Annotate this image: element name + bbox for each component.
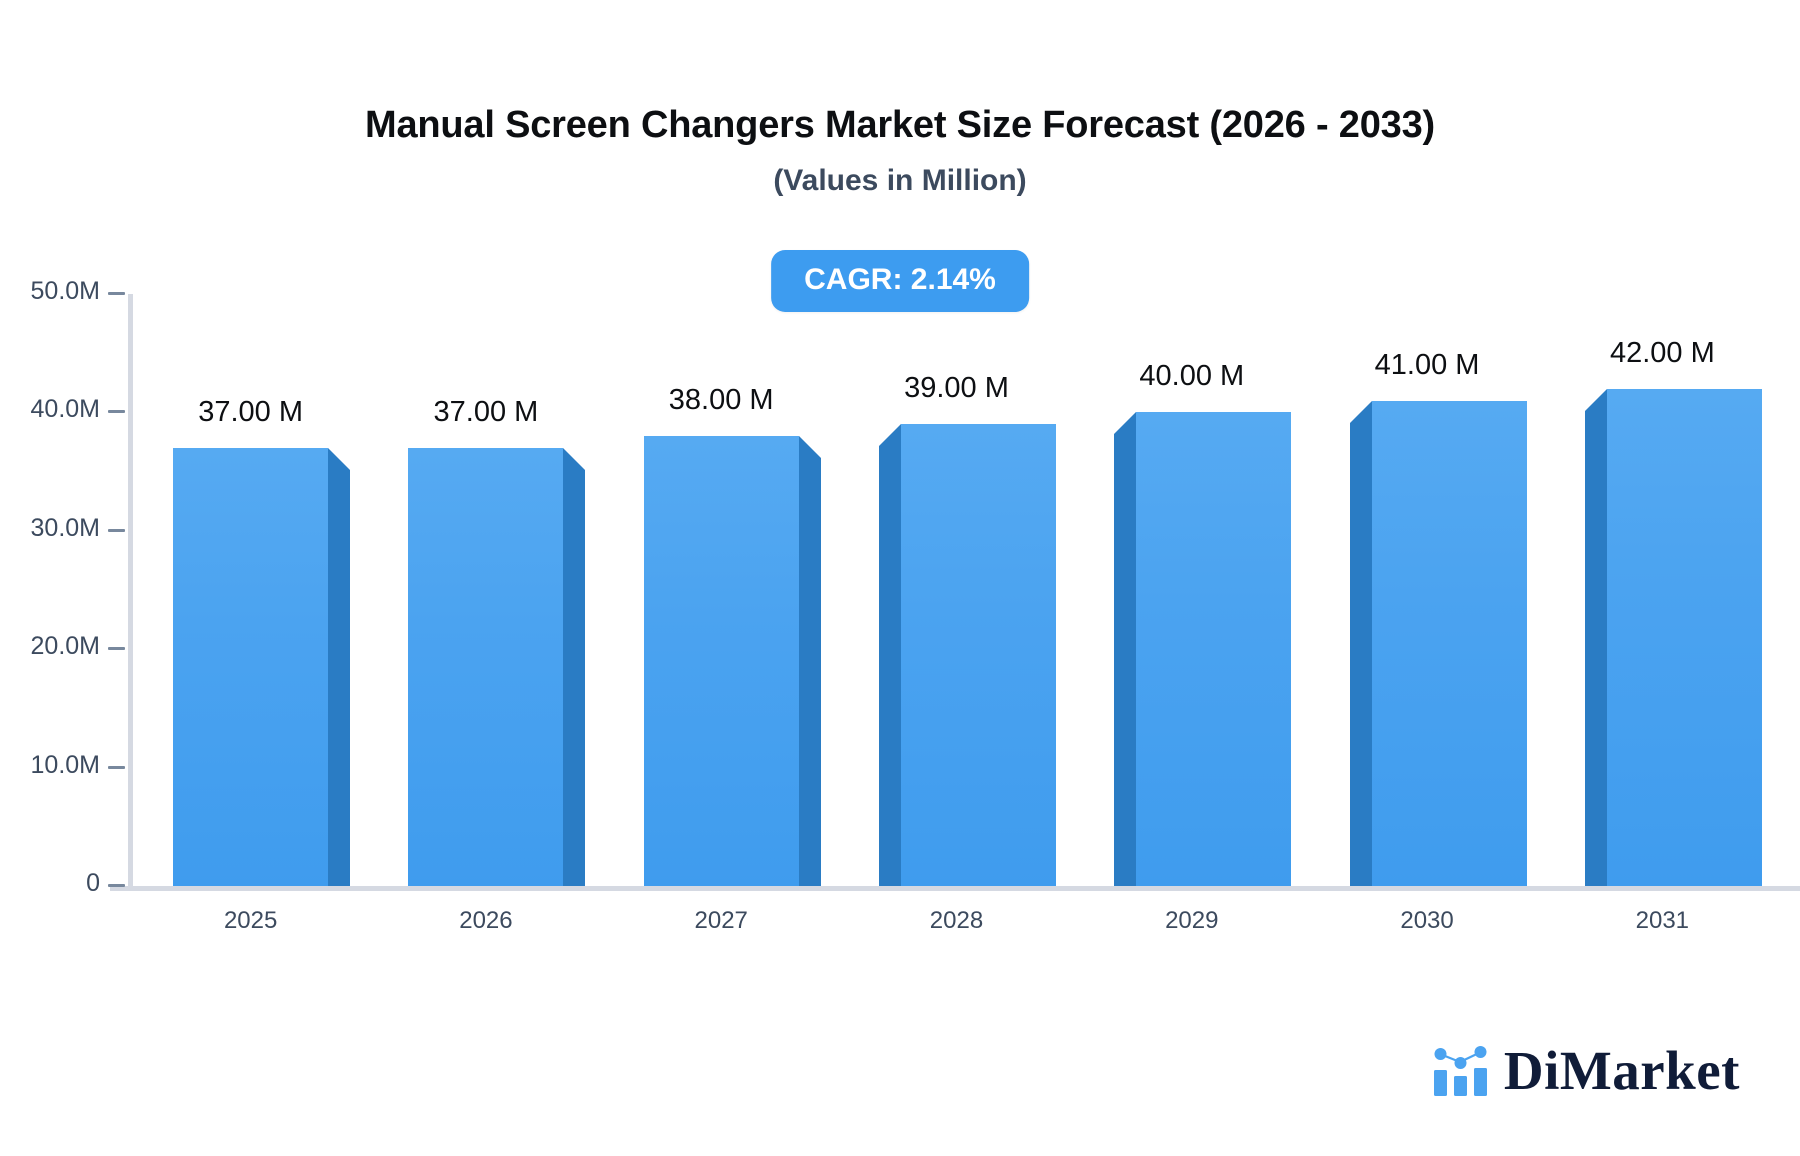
- y-axis-tick-label: 40.0M: [30, 395, 100, 424]
- bar-2028[interactable]: [879, 424, 1056, 886]
- y-axis-tick-label: 10.0M: [30, 750, 100, 779]
- bar-front-face: [1136, 412, 1292, 886]
- x-axis-tick-label-2027: 2027: [694, 907, 748, 934]
- bar-value-label: 41.00 M: [1374, 348, 1480, 381]
- bar-2031[interactable]: [1584, 388, 1762, 886]
- bar-top-bevel: [1584, 388, 1607, 411]
- logo-text: DiMarket: [1503, 1040, 1740, 1101]
- bar-side-face: [1114, 434, 1137, 886]
- bar-value-label: 40.00 M: [1139, 360, 1245, 393]
- bar-top-bevel: [563, 447, 586, 470]
- bar-value-label: 39.00 M: [904, 372, 1009, 405]
- x-axis-line: [110, 886, 1800, 891]
- bar-2027[interactable]: [643, 436, 821, 886]
- x-axis-tick-label-2025: 2025: [223, 907, 278, 934]
- bar-top-bevel: [1349, 400, 1372, 423]
- bar-top-bevel: [1114, 412, 1137, 435]
- bar-top-bevel: [798, 436, 821, 459]
- bar-chart-logo-icon: [1433, 1045, 1487, 1096]
- bar-2026[interactable]: [408, 447, 586, 886]
- x-axis-tick-label-2028: 2028: [929, 907, 984, 934]
- y-axis-tick-mark: [108, 292, 125, 295]
- bar-front-face: [1371, 400, 1527, 886]
- bar-2029[interactable]: [1114, 412, 1292, 886]
- plot-area: 0 10.0M 20.0M 30.0M 40.0M 50.0M 37.00 M 37.00 …: [30, 277, 1800, 934]
- y-axis-tick-mark: [108, 765, 125, 769]
- bar-top-bevel: [879, 424, 901, 447]
- y-axis-tick-label: 50.0M: [30, 277, 100, 305]
- bar-side-face: [563, 469, 586, 886]
- x-axis-tick-label-2026: 2026: [459, 907, 513, 934]
- y-axis-tick-mark: [108, 528, 125, 532]
- bar-value-label: 37.00 M: [433, 395, 539, 428]
- bar-front-face: [408, 447, 564, 886]
- bar-2025[interactable]: [173, 447, 351, 886]
- bar-2030[interactable]: [1349, 400, 1527, 886]
- bar-value-label: 42.00 M: [1609, 336, 1715, 369]
- x-axis-tick-label-2030: 2030: [1400, 907, 1454, 934]
- y-axis-tick-label: 0: [86, 869, 100, 897]
- bar-side-face: [1349, 422, 1372, 886]
- y-axis-tick-mark: [108, 647, 125, 651]
- y-axis-tick-mark: [108, 884, 125, 887]
- bar-side-face: [328, 469, 351, 886]
- bar-side-face: [798, 458, 821, 886]
- bar-value-label: 37.00 M: [198, 395, 304, 428]
- bar-front-face: [643, 436, 799, 886]
- y-axis-tick-label: 20.0M: [30, 632, 100, 661]
- y-axis-tick-label: 30.0M: [30, 513, 100, 542]
- bar-value-label: 38.00 M: [668, 384, 774, 417]
- x-axis-tick-label-2031: 2031: [1635, 907, 1690, 934]
- chart-subtitle: (Values in Million): [773, 164, 1027, 197]
- bar-front-face: [901, 424, 1056, 886]
- bar-front-face: [173, 447, 329, 886]
- y-axis-tick-mark: [108, 410, 125, 414]
- bar-top-bevel: [328, 447, 351, 470]
- x-axis-tick-label-2029: 2029: [1165, 907, 1219, 934]
- dimarket-logo: DiMarket: [1432, 1043, 1740, 1098]
- bar-side-face: [1584, 410, 1607, 886]
- bar-front-face: [1606, 388, 1762, 886]
- cagr-badge: CAGR: 2.14%: [771, 250, 1029, 312]
- page-title: Manual Screen Changers Market Size Forec…: [365, 104, 1435, 146]
- bar-side-face: [879, 446, 901, 886]
- y-axis-line: [128, 294, 133, 886]
